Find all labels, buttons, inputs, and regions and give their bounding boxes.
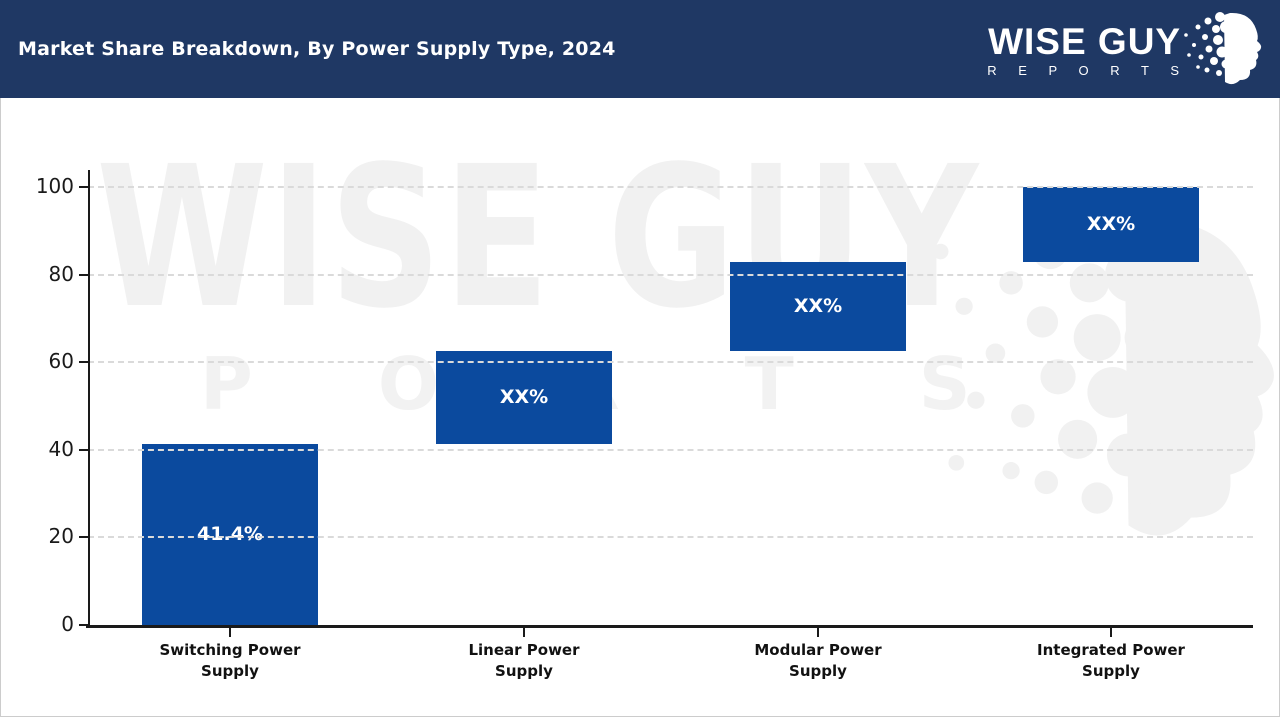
y-tick-label: 100 (35, 174, 74, 198)
x-tick-mark (817, 628, 819, 637)
y-tick-mark (79, 448, 88, 451)
logo-subtitle: R E P O R T S (987, 62, 1188, 78)
x-tick-mark (1110, 628, 1112, 637)
bar-1: 41.4% (142, 443, 318, 625)
x-category-label-line: Linear Power (468, 641, 580, 659)
bar-3: XX% (730, 261, 906, 351)
gridline-80 (88, 273, 1253, 276)
y-tick-mark (79, 624, 88, 626)
waterfall-chart: 41.4% XX% XX% XX% 0 20 40 60 80 100 Switching Powe… (0, 98, 1280, 720)
x-category-label-line: Integrated Power (1037, 641, 1185, 659)
bar-2: XX% (436, 350, 612, 444)
y-tick-label: 80 (48, 261, 74, 286)
x-tick-mark (229, 628, 231, 637)
bar-value-label: 41.4% (197, 523, 263, 546)
logo-wordmark: WISE GUY (988, 20, 1182, 62)
x-category-label-line: Modular Power (754, 641, 882, 659)
gridline-100 (88, 186, 1253, 188)
y-tick-mark (79, 536, 88, 539)
logo-text: WISE GUY R E P O R T S (981, 23, 1188, 78)
y-tick-mark (79, 361, 88, 364)
y-tick-mark (79, 273, 88, 276)
y-tick-label: 60 (48, 349, 74, 374)
gridline-60 (88, 361, 1253, 364)
bar-value-label: XX% (1086, 213, 1136, 236)
bar-value-label: XX% (793, 295, 843, 318)
x-category-label: Integrated Power Supply (981, 640, 1241, 682)
x-axis-line (86, 625, 1253, 628)
logo-head-profile-icon (1184, 12, 1262, 85)
x-category-label: Modular Power Supply (688, 640, 948, 682)
header-band: Market Share Breakdown, By Power Supply … (0, 0, 1280, 98)
x-category-label-line: Supply (201, 662, 259, 680)
bar-4: XX% (1023, 187, 1199, 262)
x-category-label-line: Supply (789, 662, 847, 680)
x-category-label: Linear Power Supply (394, 640, 654, 682)
y-tick-label: 0 (61, 612, 74, 636)
wise-guy-logo: WISE GUY R E P O R T S (981, 6, 1266, 94)
y-axis-line (88, 170, 90, 627)
y-tick-mark (79, 186, 88, 188)
x-category-label-line: Supply (1082, 662, 1140, 680)
x-category-label-line: Supply (495, 662, 553, 680)
x-tick-mark (523, 628, 525, 637)
bar-value-label: XX% (499, 386, 549, 409)
chart-title: Market Share Breakdown, By Power Supply … (18, 38, 616, 60)
gridline-40 (88, 448, 1253, 451)
y-tick-label: 40 (48, 436, 74, 461)
y-tick-label: 20 (48, 524, 74, 549)
x-category-label: Switching Power Supply (100, 640, 360, 682)
gridline-20 (88, 536, 1253, 539)
x-category-label-line: Switching Power (159, 641, 301, 659)
